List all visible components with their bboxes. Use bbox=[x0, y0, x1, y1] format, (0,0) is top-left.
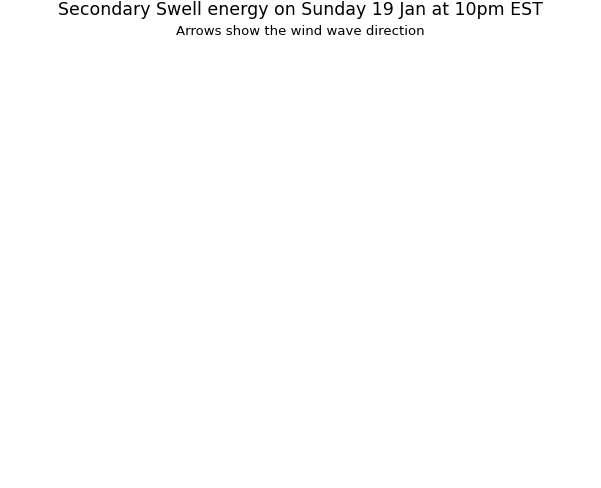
Text: cartopy required: cartopy required bbox=[243, 258, 358, 272]
Text: Arrows show the wind wave direction: Arrows show the wind wave direction bbox=[176, 24, 425, 38]
Text: Secondary Swell energy on Sunday 19 Jan at 10pm EST: Secondary Swell energy on Sunday 19 Jan … bbox=[58, 1, 543, 20]
